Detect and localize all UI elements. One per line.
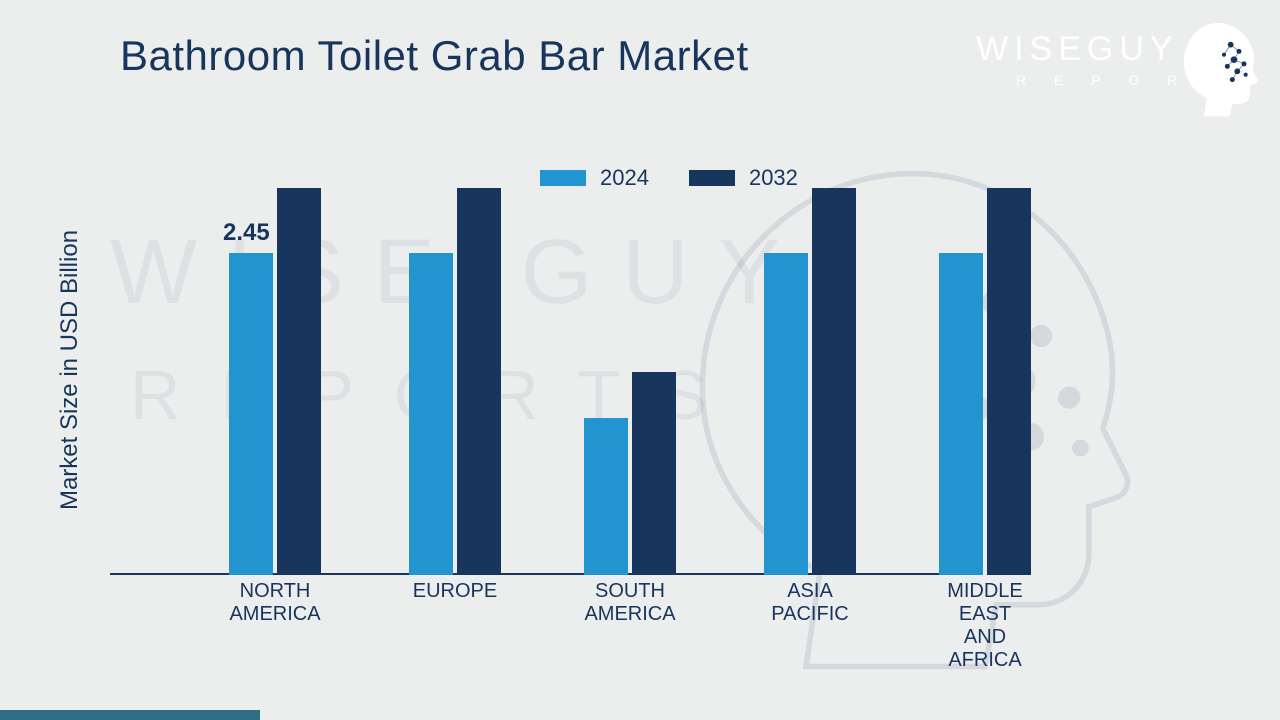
x-label-mea: MIDDLE EAST AND AFRICA bbox=[910, 580, 1060, 672]
bar-na-y2024 bbox=[229, 253, 273, 575]
bar-eu-y2024 bbox=[409, 253, 453, 575]
x-label-eu: EUROPE bbox=[380, 580, 530, 603]
brand-logo: WISEGUY R E P O R T S bbox=[976, 24, 1256, 124]
y-axis-label: Market Size in USD Billion bbox=[56, 230, 84, 510]
bar-eu-y2032 bbox=[457, 188, 501, 575]
bar-sa-y2032 bbox=[632, 372, 676, 575]
bar-mea-y2024 bbox=[939, 253, 983, 575]
bar-na-y2032 bbox=[277, 188, 321, 575]
plot-area: 2.45 bbox=[110, 155, 980, 575]
bar-mea-y2032 bbox=[987, 188, 1031, 575]
bar-ap-y2024 bbox=[764, 253, 808, 575]
bar-ap-y2032 bbox=[812, 188, 856, 575]
x-label-sa: SOUTH AMERICA bbox=[555, 580, 705, 626]
stage: WISE GUY REPORTS Bathroom Toilet Grab Ba… bbox=[0, 0, 1280, 720]
x-label-ap: ASIA PACIFIC bbox=[735, 580, 885, 626]
chart-title: Bathroom Toilet Grab Bar Market bbox=[120, 32, 749, 80]
value-label-na-y2024: 2.45 bbox=[223, 219, 270, 247]
x-label-na: NORTH AMERICA bbox=[200, 580, 350, 626]
brand-logo-head-icon bbox=[1176, 18, 1262, 118]
brand-logo-text: WISEGUY bbox=[976, 30, 1179, 69]
bar-sa-y2024 bbox=[584, 418, 628, 576]
footer-accent-bar bbox=[0, 710, 260, 720]
